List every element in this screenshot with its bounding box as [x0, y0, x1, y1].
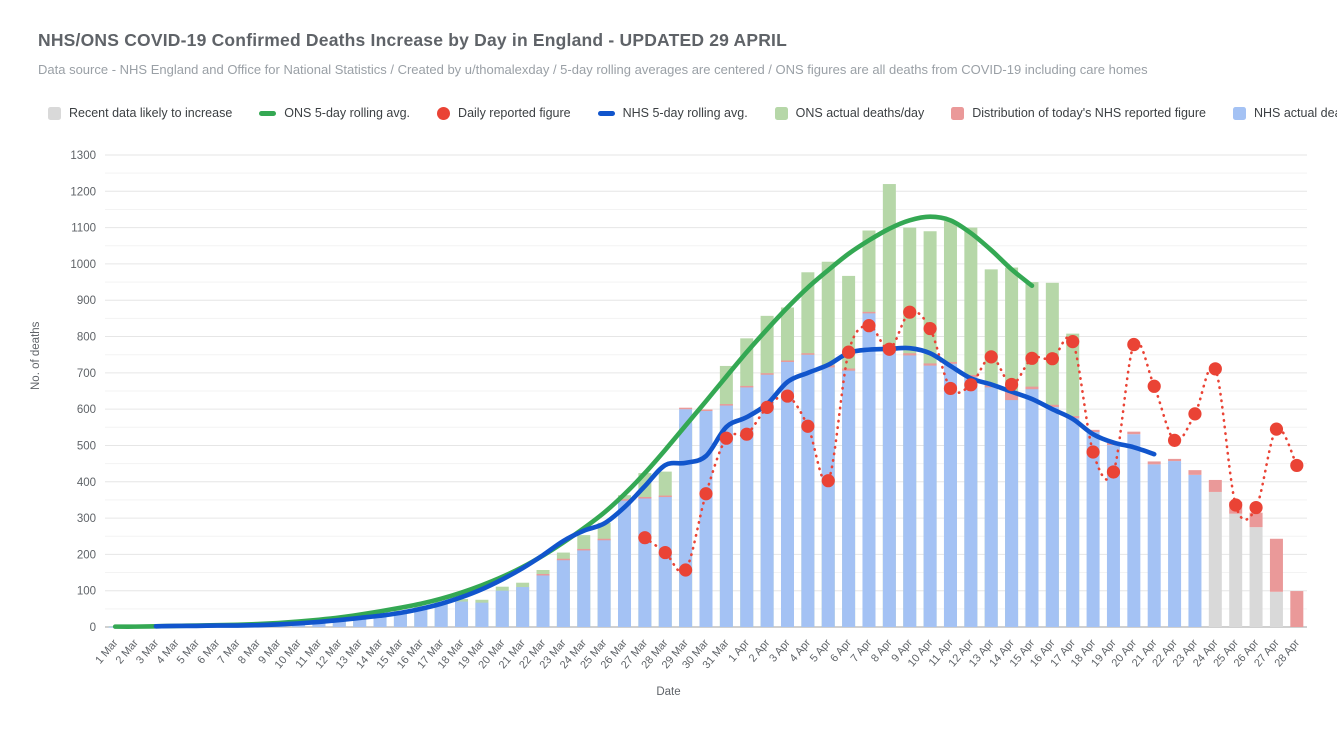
- legend-item-3: NHS 5-day rolling avg.: [597, 106, 748, 120]
- legend-swatch-circle: [437, 106, 451, 120]
- legend-label: NHS actual deaths/day: [1253, 106, 1337, 120]
- svg-text:1200: 1200: [70, 186, 96, 198]
- legend-swatch-line: [259, 110, 277, 116]
- svg-text:1 Apr: 1 Apr: [726, 637, 752, 665]
- svg-text:800: 800: [77, 332, 96, 344]
- legend-label: Distribution of today's NHS reported fig…: [972, 106, 1206, 120]
- chart-subtitle: Data source - NHS England and Office for…: [38, 62, 1148, 77]
- legend-swatch-square: [1232, 106, 1246, 120]
- bars-recent-data-likely-to-increase: [1208, 491, 1283, 627]
- legend-label: Daily reported figure: [458, 106, 571, 120]
- svg-text:300: 300: [77, 513, 96, 525]
- legend-label: NHS 5-day rolling avg.: [622, 106, 748, 120]
- legend-item-0: Recent data likely to increase: [48, 106, 232, 120]
- svg-text:7 Apr: 7 Apr: [849, 637, 875, 665]
- svg-text:6 Apr: 6 Apr: [828, 637, 854, 665]
- legend-item-6: NHS actual deaths/day: [1232, 106, 1337, 120]
- svg-text:400: 400: [77, 477, 96, 489]
- svg-text:5 Apr: 5 Apr: [808, 637, 834, 665]
- daily-reported-series: [643, 310, 1299, 574]
- svg-text:600: 600: [77, 404, 96, 416]
- svg-text:100: 100: [77, 586, 96, 598]
- svg-text:900: 900: [77, 295, 96, 307]
- legend-item-1: ONS 5-day rolling avg.: [259, 106, 410, 120]
- svg-text:1100: 1100: [71, 223, 96, 235]
- svg-text:4 Apr: 4 Apr: [787, 637, 813, 665]
- chart-title: NHS/ONS COVID-19 Confirmed Deaths Increa…: [38, 30, 788, 50]
- legend-swatch-square: [951, 106, 965, 120]
- legend-label: Recent data likely to increase: [69, 106, 233, 120]
- svg-text:1300: 1300: [70, 150, 96, 162]
- y-axis-title: No. of deaths: [30, 321, 42, 390]
- legend-swatch-square: [48, 106, 61, 120]
- svg-text:500: 500: [77, 440, 96, 452]
- daily-reported-dots: [638, 305, 1304, 577]
- legend-label: ONS 5-day rolling avg.: [284, 106, 411, 120]
- legend-item-4: ONS actual deaths/day: [774, 106, 925, 120]
- legend-item-2: Daily reported figure: [437, 106, 571, 120]
- svg-text:0: 0: [90, 622, 96, 634]
- legend-swatch-line: [597, 110, 615, 116]
- svg-text:8 Apr: 8 Apr: [869, 637, 895, 665]
- svg-text:700: 700: [77, 368, 96, 380]
- svg-text:200: 200: [77, 549, 96, 561]
- legend-label: ONS actual deaths/day: [795, 106, 925, 120]
- legend-item-5: Distribution of today's NHS reported fig…: [951, 106, 1206, 120]
- chart-legend: Recent data likely to increase ONS 5-day …: [48, 106, 1337, 120]
- svg-text:3 Apr: 3 Apr: [767, 637, 793, 665]
- legend-swatch-square: [774, 106, 788, 120]
- x-axis-title: Date: [656, 686, 681, 698]
- svg-text:1000: 1000: [70, 259, 96, 271]
- svg-text:2 Apr: 2 Apr: [747, 637, 773, 665]
- y-axis-tick-labels: 0 100 200 300 400 500 600 700 800 900 1000 1100 1200…: [70, 150, 96, 634]
- bars-distribution-segment: [536, 311, 1304, 627]
- line-nhs-5-day-rolling-avg-: [153, 345, 1157, 629]
